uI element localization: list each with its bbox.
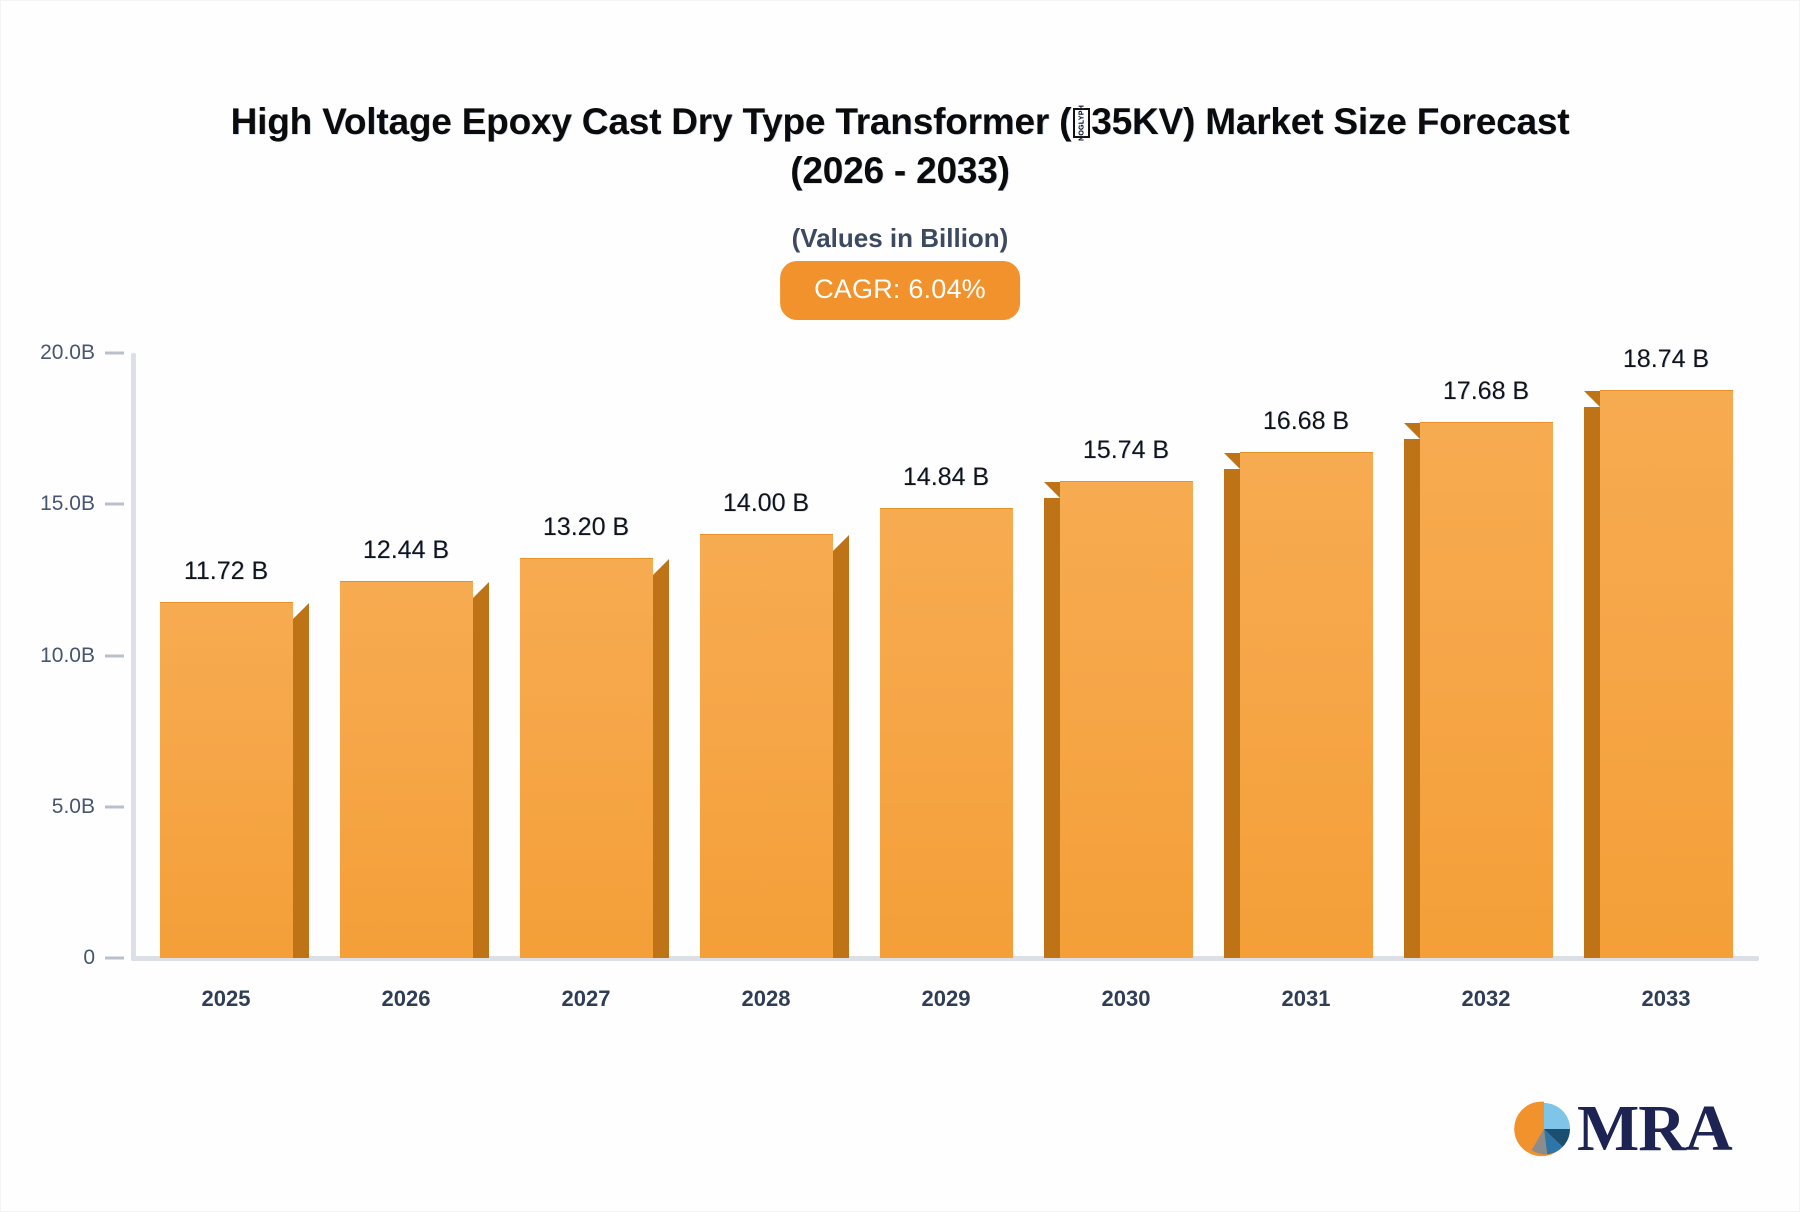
bar-top-bevel xyxy=(1583,391,1600,408)
x-axis-label-2030: 2030 xyxy=(1101,986,1151,1011)
y-axis-tick-mark xyxy=(105,805,124,809)
bar-front-face xyxy=(519,557,653,958)
y-axis-tick-label: 5.0B xyxy=(51,794,95,818)
title-text-before-glyph: High Voltage Epoxy Cast Dry Type Transfo… xyxy=(230,101,1072,142)
x-axis-label-2028: 2028 xyxy=(741,986,791,1011)
bar-2029[interactable] xyxy=(879,508,1013,958)
bar-value-label: 14.00 B xyxy=(722,488,810,517)
bar-side-face xyxy=(1583,407,1600,958)
x-axis-line xyxy=(131,956,1759,961)
x-axis-label-2027: 2027 xyxy=(561,986,611,1011)
bar-front-face xyxy=(1239,452,1373,958)
x-axis-label-2033: 2033 xyxy=(1641,986,1691,1011)
bar-value-label: 15.74 B xyxy=(1082,435,1170,464)
x-axis-label-2025: 2025 xyxy=(201,986,251,1011)
mra-logo: MRA xyxy=(1513,1092,1733,1165)
y-axis-tick-mark xyxy=(105,351,124,355)
bar-top-bevel xyxy=(472,581,489,598)
bar-2033[interactable] xyxy=(1583,390,1733,958)
bar-2031[interactable] xyxy=(1223,452,1373,958)
bar-side-face xyxy=(1223,469,1240,958)
x-axis-label-2026: 2026 xyxy=(381,986,431,1011)
bar-value-label: 13.20 B xyxy=(542,512,630,541)
bar-value-label: 17.68 B xyxy=(1442,377,1530,406)
bar-2028[interactable] xyxy=(699,533,849,958)
bar-side-face xyxy=(832,550,849,958)
bar-front-face xyxy=(879,508,1013,958)
bar-2026[interactable] xyxy=(339,580,489,958)
bar-front-face xyxy=(1599,390,1733,958)
bar-2027[interactable] xyxy=(519,557,669,958)
y-axis-tick-label: 15.0B xyxy=(40,492,95,516)
y-axis-tick-mark xyxy=(105,502,124,506)
bar-side-face xyxy=(472,597,489,958)
bar-value-label: 11.72 B xyxy=(183,557,269,586)
page-title: High Voltage Epoxy Cast Dry Type Transfo… xyxy=(120,97,1680,195)
bar-side-face xyxy=(1403,439,1420,958)
bar-front-face xyxy=(159,602,293,958)
x-axis-label-2032: 2032 xyxy=(1461,986,1511,1011)
x-axis-label-2029: 2029 xyxy=(921,986,971,1011)
missing-glyph-box xyxy=(1073,108,1091,138)
bar-top-bevel xyxy=(1043,481,1060,498)
bar-front-face xyxy=(1419,422,1553,958)
bar-top-bevel xyxy=(1223,453,1240,470)
bar-2030[interactable] xyxy=(1043,480,1193,958)
y-axis-tick-label: 20.0B xyxy=(40,341,95,364)
y-axis-tick-mark xyxy=(105,956,124,960)
bar-2032[interactable] xyxy=(1403,422,1553,958)
bar-value-label: 12.44 B xyxy=(362,535,450,564)
bar-side-face xyxy=(652,574,669,958)
bar-value-label: 14.84 B xyxy=(902,463,990,492)
bar-2025[interactable] xyxy=(159,602,309,958)
y-axis-tick-label: 10.0B xyxy=(40,643,95,667)
title-block: High Voltage Epoxy Cast Dry Type Transfo… xyxy=(1,97,1799,195)
logo-text: MRA xyxy=(1577,1092,1733,1165)
bar-top-bevel xyxy=(832,534,849,551)
chart-subtitle: (Values in Billion) xyxy=(791,223,1009,253)
title-year-range: (2026 - 2033) xyxy=(790,150,1010,192)
cagr-badge: CAGR: 6.04% xyxy=(780,261,1020,320)
y-axis-tick-label: 0 xyxy=(83,946,95,969)
y-axis-tick-mark xyxy=(105,654,124,657)
bar-side-face xyxy=(292,619,309,958)
x-axis-label-2031: 2031 xyxy=(1281,986,1331,1011)
bar-front-face xyxy=(699,533,833,958)
pie-chart-logo-icon xyxy=(1514,1101,1571,1157)
bar-side-face xyxy=(1043,497,1060,958)
bar-top-bevel xyxy=(1403,423,1420,440)
bar-top-bevel xyxy=(652,558,669,575)
bar-value-label: 18.74 B xyxy=(1622,345,1710,374)
y-axis-line xyxy=(131,353,136,961)
bar-front-face xyxy=(1059,480,1193,958)
bar-value-label: 16.68 B xyxy=(1262,407,1350,436)
bar-front-face xyxy=(339,580,473,958)
title-text-after-glyph: 35KV) Market Size Forecast xyxy=(1091,101,1570,142)
bar-top-bevel xyxy=(292,603,309,620)
